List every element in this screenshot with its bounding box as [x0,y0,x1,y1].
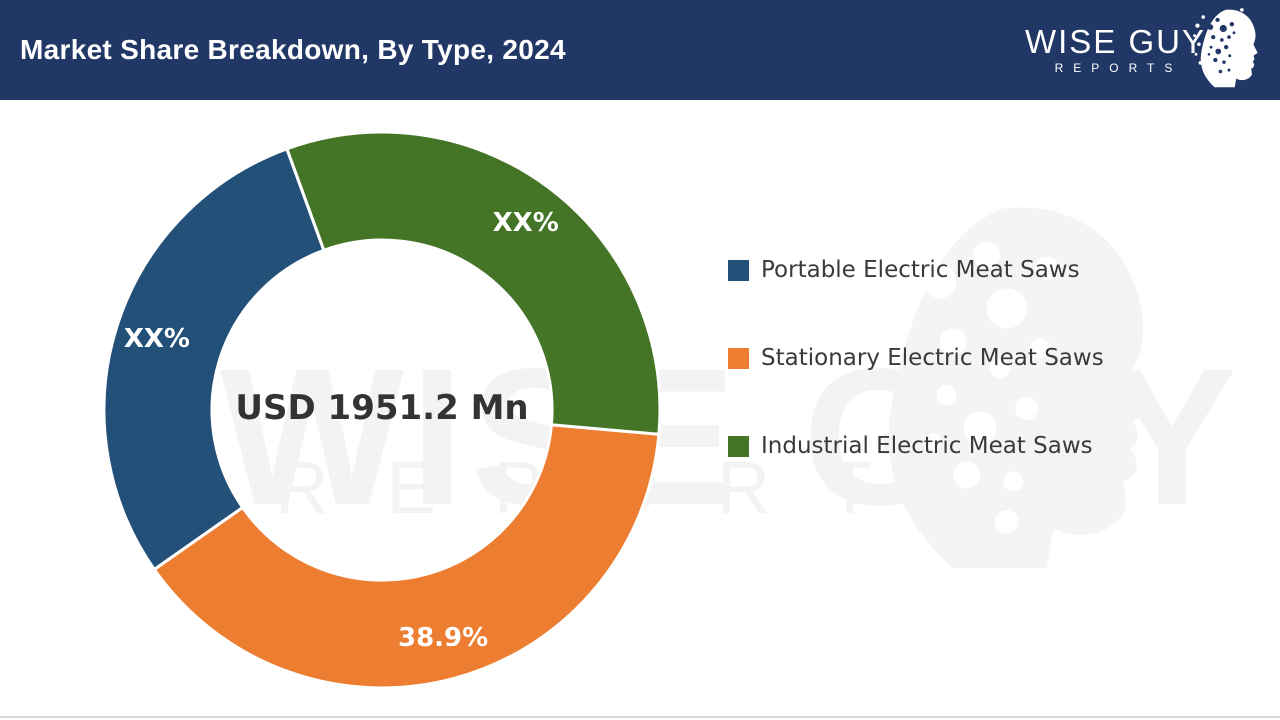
donut-value-label-portable: XX% [124,324,190,354]
legend-swatch-industrial [728,435,749,457]
logo-text: WISE GUY REPORTS [1024,22,1206,76]
chart-area: WISE GUY REPORTS XX% 38.9% XX% USD 1951.2 … [0,100,1280,720]
legend-item-industrial: Industrial Electric Meat Saws [728,433,1104,459]
logo-head-icon [1193,8,1258,88]
legend-label-stationary: Stationary Electric Meat Saws [761,345,1104,371]
donut-value-label-stationary: 38.9% [398,623,488,653]
donut-segment-portable [102,147,326,571]
legend-swatch-stationary [728,347,749,369]
page-title: Market Share Breakdown, By Type, 2024 [20,34,566,65]
legend-item-portable: Portable Electric Meat Saws [728,257,1104,283]
legend: Portable Electric Meat Saws Stationary E… [728,257,1104,459]
legend-label-portable: Portable Electric Meat Saws [761,257,1080,283]
legend-label-industrial: Industrial Electric Meat Saws [761,433,1093,459]
logo-name: WISE GUY [1024,22,1206,60]
legend-swatch-portable [728,259,749,281]
donut-value-label-industrial: XX% [493,208,559,238]
logo-subtitle: REPORTS [1054,61,1183,76]
donut-chart: XX% 38.9% XX% [102,130,662,690]
legend-item-stationary: Stationary Electric Meat Saws [728,345,1104,371]
donut-segment-stationary [152,423,661,690]
bottom-divider [0,716,1280,718]
wise-guy-logo: WISE GUY REPORTS [1025,7,1266,93]
donut-center-value: USD 1951.2 Mn [235,388,529,428]
header-bar: Market Share Breakdown, By Type, 2024 WI… [0,0,1280,100]
donut-segment-industrial [285,130,662,436]
watermark-head-icon [888,207,1154,569]
